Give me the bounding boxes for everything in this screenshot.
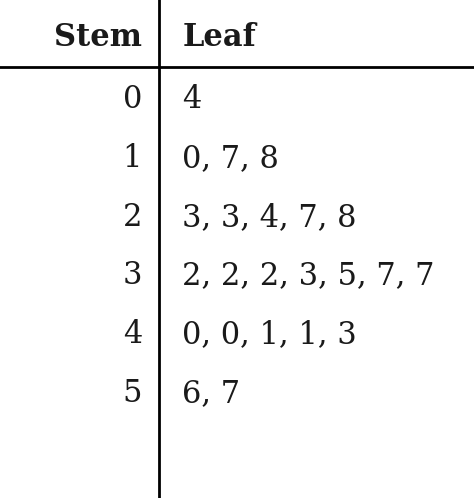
Text: 3, 3, 4, 7, 8: 3, 3, 4, 7, 8 bbox=[182, 202, 357, 233]
Text: Stem: Stem bbox=[54, 22, 142, 53]
Text: 4: 4 bbox=[123, 319, 142, 350]
Text: 2, 2, 2, 3, 5, 7, 7: 2, 2, 2, 3, 5, 7, 7 bbox=[182, 260, 435, 291]
Text: 0: 0 bbox=[123, 84, 142, 115]
Text: Leaf: Leaf bbox=[182, 22, 256, 53]
Text: 0, 0, 1, 1, 3: 0, 0, 1, 1, 3 bbox=[182, 319, 357, 350]
Text: 2: 2 bbox=[123, 202, 142, 233]
Text: 4: 4 bbox=[182, 84, 202, 115]
Text: 3: 3 bbox=[123, 260, 142, 291]
Text: 6, 7: 6, 7 bbox=[182, 378, 241, 409]
Text: 1: 1 bbox=[123, 143, 142, 174]
Text: 0, 7, 8: 0, 7, 8 bbox=[182, 143, 279, 174]
Text: 5: 5 bbox=[123, 378, 142, 409]
